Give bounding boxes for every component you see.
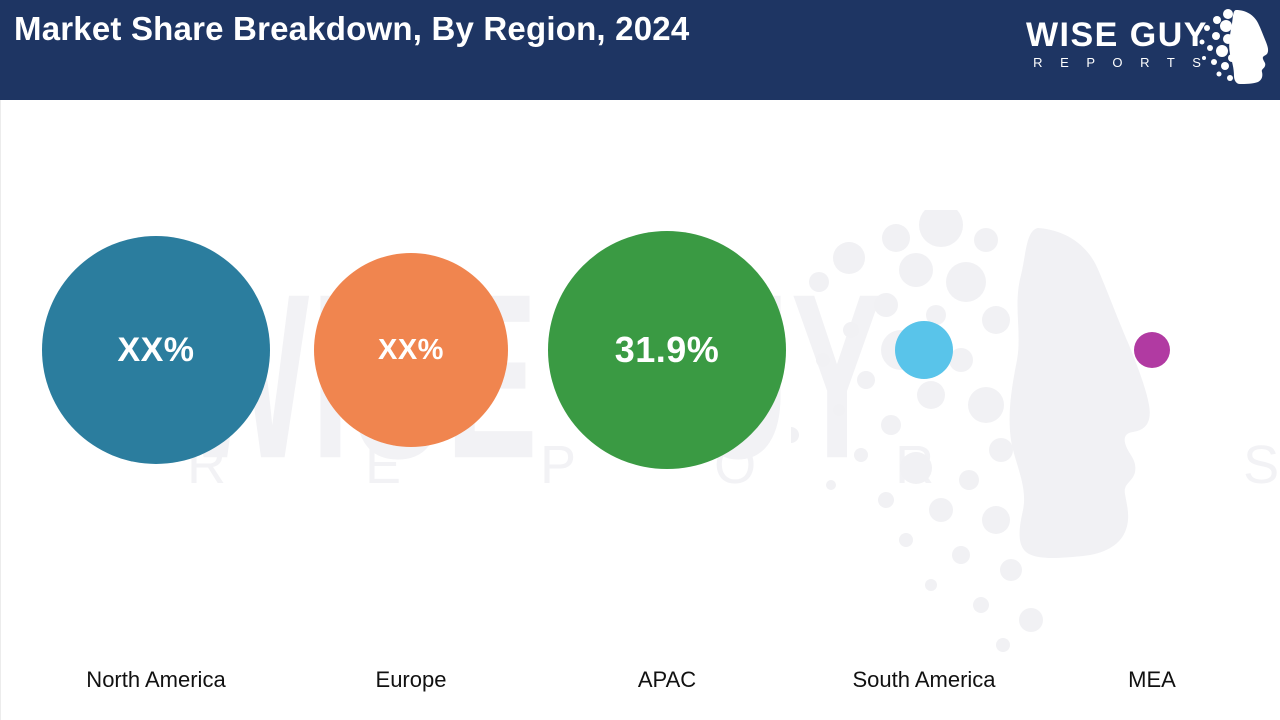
bubble-label: XX%	[378, 333, 444, 366]
logo-text: WISE GUY R E P O R T S	[1025, 16, 1208, 70]
category-label-north-america: North America	[86, 667, 226, 692]
bubble-south-america	[895, 321, 953, 379]
bubble-label: XX%	[117, 330, 195, 369]
category-label-apac: APAC	[637, 667, 697, 692]
logo-name: WISE GUY	[1025, 16, 1208, 54]
bubble-north-america: XX%	[42, 236, 270, 464]
logo-sub: R E P O R T S	[1033, 54, 1208, 70]
page-title: Market Share Breakdown, By Region, 2024	[14, 10, 690, 47]
header: Market Share Breakdown, By Region, 2024 …	[0, 0, 1280, 100]
category-label-mea: MEA	[1128, 667, 1176, 692]
logo-head-icon	[1199, 9, 1269, 84]
wiseguy-logo: WISE GUY R E P O R T S	[1026, 6, 1270, 94]
bubble-mea	[1134, 332, 1170, 368]
bubble-europe: XX%	[314, 253, 508, 447]
chart-area: WISE GUY R E P O R T S	[0, 100, 1280, 720]
bubble-chart: XX% North America XX% Europe 31.9% APAC South …	[1, 100, 1280, 720]
bubble-apac: 31.9%	[548, 231, 786, 469]
category-label-europe: Europe	[375, 667, 447, 692]
category-label-south-america: South America	[852, 667, 996, 692]
bubble-label: 31.9%	[614, 329, 720, 370]
